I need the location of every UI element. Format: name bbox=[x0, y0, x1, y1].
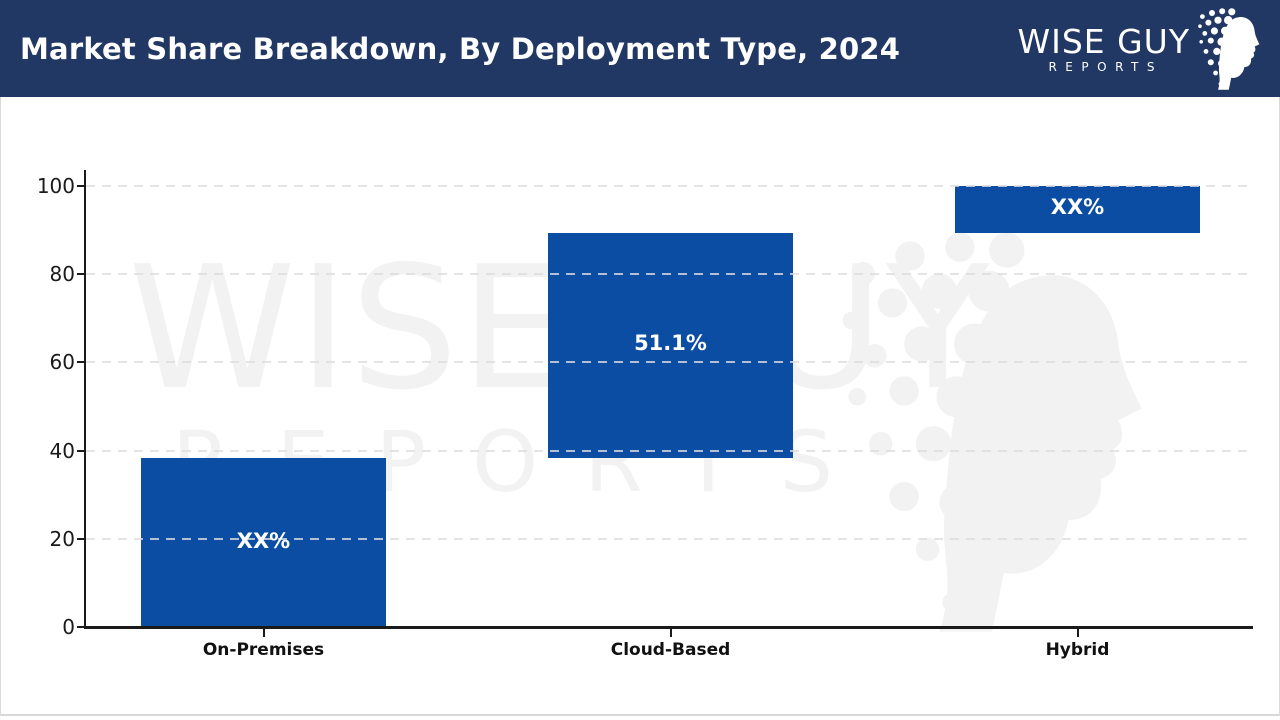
y-tick-40 bbox=[77, 449, 86, 452]
bar-on-premises bbox=[141, 458, 386, 627]
x-tick-hybrid bbox=[1076, 629, 1079, 637]
gridline-80 bbox=[86, 273, 1253, 276]
brand-logo: WISE GUY REPORTS bbox=[1017, 7, 1280, 91]
watermark-face-icon bbox=[842, 232, 1142, 632]
y-tick-label-60: 60 bbox=[49, 350, 75, 375]
gridline-100 bbox=[86, 185, 1253, 187]
y-tick-label-20: 20 bbox=[49, 526, 75, 551]
brand-name: WISE GUY bbox=[1017, 21, 1190, 61]
y-tick-label-100: 100 bbox=[36, 174, 75, 198]
header-bar: Market Share Breakdown, By Deployment Ty… bbox=[0, 0, 1280, 97]
y-tick-label-80: 80 bbox=[49, 262, 75, 287]
y-tick-60 bbox=[77, 361, 86, 364]
brand-subname: REPORTS bbox=[1048, 59, 1163, 74]
bar-label-on-premises: XX% bbox=[236, 528, 291, 553]
brand-logo-text: WISE GUY REPORTS bbox=[1017, 25, 1190, 73]
brand-face-icon bbox=[1198, 7, 1260, 90]
x-tick-on-premises bbox=[262, 629, 265, 637]
bar-hybrid bbox=[955, 186, 1200, 233]
bar-label-hybrid: XX% bbox=[1050, 195, 1105, 220]
x-tick-cloud-based bbox=[669, 629, 672, 637]
bar-cloud-based bbox=[548, 232, 793, 459]
page-title: Market Share Breakdown, By Deployment Ty… bbox=[20, 31, 901, 66]
y-tick-80 bbox=[77, 273, 86, 276]
bar-label-cloud-based: 51.1% bbox=[634, 331, 707, 356]
gridline-20 bbox=[86, 537, 1253, 540]
x-tick-label-hybrid: Hybrid bbox=[1045, 640, 1110, 660]
y-tick-0 bbox=[77, 626, 86, 628]
x-tick-label-on-premises: On-Premises bbox=[202, 640, 325, 660]
y-tick-label-40: 40 bbox=[49, 438, 75, 463]
gridline-40 bbox=[86, 449, 1253, 452]
y-tick-label-0: 0 bbox=[62, 615, 75, 639]
y-axis bbox=[84, 170, 86, 629]
gridline-60 bbox=[86, 361, 1253, 364]
y-tick-100 bbox=[77, 185, 86, 187]
y-tick-20 bbox=[77, 537, 86, 540]
x-tick-label-cloud-based: Cloud-Based bbox=[610, 640, 731, 660]
x-axis bbox=[84, 626, 1253, 629]
